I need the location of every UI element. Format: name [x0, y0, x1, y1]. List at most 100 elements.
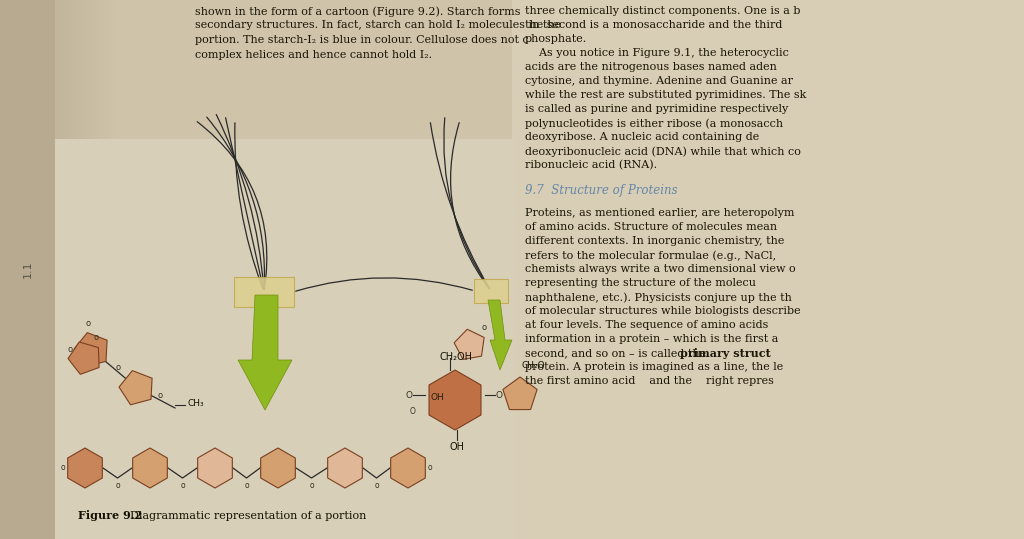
Bar [73, 0, 75, 539]
Bar [69, 0, 71, 539]
Polygon shape [261, 448, 295, 488]
Bar [113, 0, 115, 539]
Bar [512, 0, 1024, 539]
Bar [97, 0, 99, 539]
Text: CH₂O: CH₂O [522, 361, 546, 370]
Polygon shape [455, 329, 484, 360]
Bar [83, 0, 85, 539]
Text: ribonucleic acid (RNA).: ribonucleic acid (RNA). [525, 160, 657, 170]
Text: 1.1: 1.1 [23, 260, 33, 278]
Text: O: O [406, 390, 413, 399]
Text: shown in the form of a cartoon (Figure 9.2). Starch forms: shown in the form of a cartoon (Figure 9… [195, 6, 520, 17]
Bar [105, 0, 106, 539]
Bar [55, 0, 57, 539]
Text: O: O [410, 407, 416, 417]
Text: protein. A protein is imagined as a line, the le: protein. A protein is imagined as a line… [525, 362, 783, 372]
Polygon shape [119, 371, 153, 405]
Text: representing the structure of the molecu: representing the structure of the molecu [525, 278, 756, 288]
Polygon shape [68, 342, 99, 375]
Text: chemists always write a two dimensional view o: chemists always write a two dimensional … [525, 264, 796, 274]
Bar [65, 0, 67, 539]
Text: information in a protein – which is the first a: information in a protein – which is the … [525, 334, 778, 344]
Bar [0, 0, 512, 539]
Polygon shape [68, 448, 102, 488]
Bar [75, 0, 77, 539]
FancyBboxPatch shape [474, 279, 508, 303]
Bar [77, 0, 79, 539]
Bar [61, 0, 63, 539]
Text: the first amino acid    and the    right repres: the first amino acid and the right repre… [525, 376, 774, 386]
Text: secondary structures. In fact, starch can hold I₂ molecules in the: secondary structures. In fact, starch ca… [195, 20, 561, 31]
Text: o: o [115, 481, 120, 490]
Text: naphthalene, etc.). Physicists conjure up the th: naphthalene, etc.). Physicists conjure u… [525, 292, 792, 302]
Text: deoxyribonucleic acid (DNA) while that which co: deoxyribonucleic acid (DNA) while that w… [525, 146, 801, 156]
Text: the second is a monosaccharide and the third: the second is a monosaccharide and the t… [525, 20, 782, 30]
Bar [85, 0, 87, 539]
Bar [57, 0, 59, 539]
Bar [95, 0, 97, 539]
Text: Diagrammatic representation of a portion: Diagrammatic representation of a portion [130, 511, 367, 521]
Bar [99, 0, 101, 539]
Polygon shape [238, 295, 292, 410]
Text: cytosine, and thymine. Adenine and Guanine ar: cytosine, and thymine. Adenine and Guani… [525, 76, 793, 86]
Text: o: o [93, 334, 98, 342]
Text: 9.7  Structure of Proteins: 9.7 Structure of Proteins [525, 184, 678, 197]
Bar [109, 0, 111, 539]
Polygon shape [503, 377, 538, 410]
Text: refers to the molecular formulae (e.g., NaCl,: refers to the molecular formulae (e.g., … [525, 250, 776, 260]
Text: o: o [374, 481, 379, 490]
Text: at four levels. The sequence of amino acids: at four levels. The sequence of amino ac… [525, 320, 768, 330]
Bar [71, 0, 73, 539]
Text: o: o [158, 391, 163, 400]
Polygon shape [429, 370, 481, 430]
Text: deoxyribose. A nucleic acid containing de: deoxyribose. A nucleic acid containing d… [525, 132, 759, 142]
Text: o: o [68, 345, 73, 355]
Text: polynucleotides is either ribose (a monosacch: polynucleotides is either ribose (a mono… [525, 118, 783, 129]
Text: CH₃: CH₃ [187, 399, 204, 409]
Bar [67, 0, 69, 539]
Text: different contexts. In inorganic chemistry, the: different contexts. In inorganic chemist… [525, 236, 784, 246]
FancyBboxPatch shape [234, 277, 294, 307]
Text: OH: OH [430, 393, 443, 403]
Bar [101, 0, 103, 539]
Polygon shape [328, 448, 362, 488]
Bar [59, 0, 61, 539]
Bar [103, 0, 105, 539]
Text: portion. The starch-I₂ is blue in colour. Cellulose does not c: portion. The starch-I₂ is blue in colour… [195, 35, 528, 45]
Bar [111, 0, 113, 539]
Text: o: o [116, 363, 121, 371]
Bar [63, 0, 65, 539]
Bar [91, 0, 93, 539]
Text: o: o [428, 464, 432, 473]
Text: primary struct: primary struct [680, 348, 770, 359]
Text: Figure 9.2: Figure 9.2 [78, 510, 146, 521]
Bar [106, 0, 109, 539]
Polygon shape [74, 333, 108, 367]
Text: o: o [481, 323, 486, 333]
Text: OH: OH [450, 442, 465, 452]
Bar [87, 0, 89, 539]
Text: acids are the nitrogenous bases named aden: acids are the nitrogenous bases named ad… [525, 62, 777, 72]
Bar [93, 0, 95, 539]
Text: o: o [85, 319, 90, 328]
Polygon shape [391, 448, 425, 488]
Text: o: o [309, 481, 313, 490]
Text: while the rest are substituted pyrimidines. The sk: while the rest are substituted pyrimidin… [525, 90, 806, 100]
Text: o: o [60, 464, 66, 473]
Text: phosphate.: phosphate. [525, 34, 587, 44]
Text: CH₂OH: CH₂OH [440, 352, 473, 362]
Text: second, and so on – is called the: second, and so on – is called the [525, 348, 710, 358]
Text: o: o [244, 481, 249, 490]
Text: As you notice in Figure 9.1, the heterocyclic: As you notice in Figure 9.1, the heteroc… [525, 48, 788, 58]
Polygon shape [488, 300, 512, 370]
Text: of amino acids. Structure of molecules mean: of amino acids. Structure of molecules m… [525, 222, 777, 232]
Text: of molecular structures while biologists describe: of molecular structures while biologists… [525, 306, 801, 316]
Bar [81, 0, 83, 539]
Text: o: o [180, 481, 184, 490]
Bar [79, 0, 81, 539]
Bar [0, 0, 55, 539]
Text: O: O [495, 390, 502, 399]
Text: is called as purine and pyrimidine respectively: is called as purine and pyrimidine respe… [525, 104, 788, 114]
Bar [89, 0, 91, 539]
Polygon shape [198, 448, 232, 488]
